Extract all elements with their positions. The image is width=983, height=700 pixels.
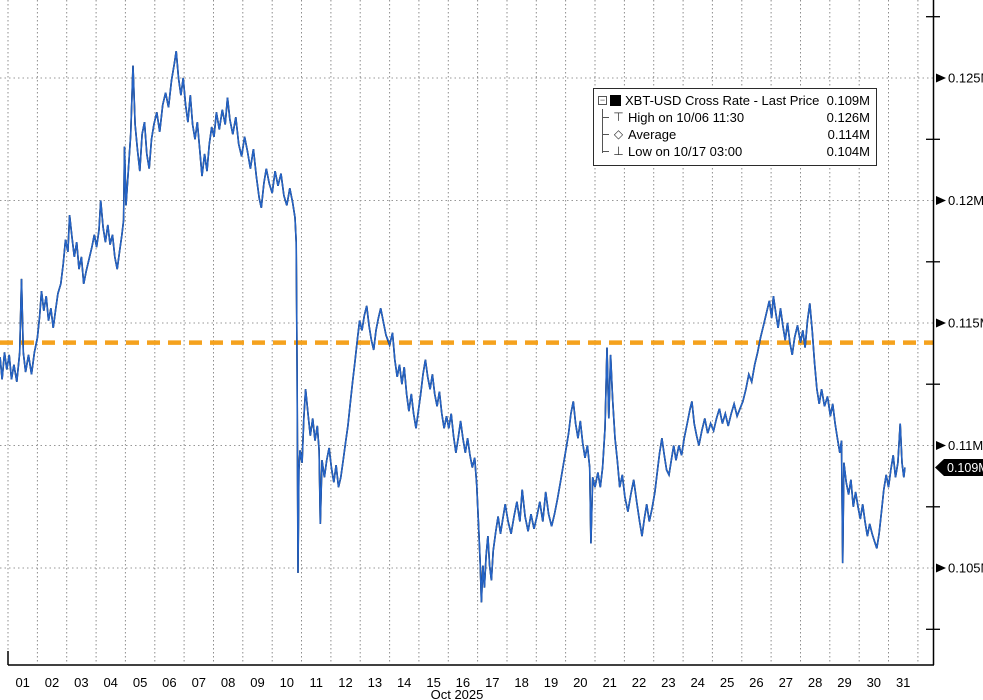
x-day-label: 08 xyxy=(221,675,235,690)
legend-row-low: ⊥ Low on 10/17 03:00 0.104M xyxy=(598,143,870,160)
vertical-gridlines xyxy=(7,0,919,663)
month-label: Oct 2025 xyxy=(431,687,484,700)
legend-branch xyxy=(603,134,609,135)
x-day-label: 13 xyxy=(368,675,382,690)
y-tick-arrow-icon xyxy=(936,441,946,450)
y-axis-ticks xyxy=(926,16,940,630)
x-day-label: 17 xyxy=(485,675,499,690)
x-day-label: 30 xyxy=(867,675,881,690)
average-marker-icon: ◇ xyxy=(613,127,624,141)
x-axis-labels: 01 02 03 04 05 06 07 08 09 10 11 12 13 14 15 16 17 18 19 20… xyxy=(15,675,910,690)
x-day-label: 21 xyxy=(602,675,616,690)
high-marker-icon: ⊤ xyxy=(613,110,624,124)
legend-tree-line xyxy=(602,109,603,153)
y-tick-label: 0.105M xyxy=(948,561,983,576)
x-day-label: 25 xyxy=(720,675,734,690)
y-tick-label: 0.12M xyxy=(948,193,983,208)
x-day-label: 04 xyxy=(103,675,117,690)
x-day-label: 05 xyxy=(133,675,147,690)
x-day-label: 28 xyxy=(808,675,822,690)
x-day-label: 10 xyxy=(280,675,294,690)
legend-branch xyxy=(603,151,609,152)
x-day-label: 09 xyxy=(250,675,264,690)
legend-high-value: 0.126M xyxy=(826,110,870,125)
x-day-label: 01 xyxy=(15,675,29,690)
y-axis-labels: 0.125M 0.12M 0.115M 0.11M 0.105M xyxy=(936,71,983,576)
x-day-label: 16 xyxy=(456,675,470,690)
x-day-label: 20 xyxy=(573,675,587,690)
series-swatch-icon xyxy=(610,95,621,106)
x-day-label: 02 xyxy=(45,675,59,690)
legend-branch xyxy=(603,117,609,118)
x-day-label: 29 xyxy=(837,675,851,690)
y-tick-label: 0.125M xyxy=(948,71,983,86)
x-day-label: 31 xyxy=(896,675,910,690)
legend-series-value: 0.109M xyxy=(826,93,870,108)
x-day-label: 23 xyxy=(661,675,675,690)
last-price-badge: 0.109M xyxy=(935,459,983,476)
x-day-label: 11 xyxy=(309,675,323,690)
y-tick-arrow-icon xyxy=(936,563,946,573)
chart-legend: − XBT-USD Cross Rate - Last Price 0.109M… xyxy=(593,88,877,166)
x-day-label: 07 xyxy=(192,675,206,690)
legend-low-label: Low on 10/17 03:00 xyxy=(628,144,743,159)
legend-series-label: XBT-USD Cross Rate - Last Price xyxy=(625,93,820,108)
x-day-label: 18 xyxy=(514,675,528,690)
x-day-label: 12 xyxy=(338,675,352,690)
legend-average-value: 0.114M xyxy=(827,127,870,142)
x-day-label: 14 xyxy=(397,675,411,690)
expander-icon[interactable]: − xyxy=(598,95,607,105)
y-tick-arrow-icon xyxy=(936,196,946,205)
x-day-label: 15 xyxy=(426,675,440,690)
y-tick-label: 0.11M xyxy=(948,438,983,453)
legend-low-value: 0.104M xyxy=(826,144,870,159)
legend-row-high: ⊤ High on 10/06 11:30 0.126M xyxy=(598,109,870,126)
last-price-badge-text: 0.109M xyxy=(947,461,983,475)
x-day-label: 22 xyxy=(632,675,646,690)
x-day-label: 24 xyxy=(690,675,704,690)
y-tick-label: 0.115M xyxy=(948,316,983,331)
legend-row-series[interactable]: − XBT-USD Cross Rate - Last Price 0.109M xyxy=(598,92,870,109)
x-day-label: 27 xyxy=(779,675,793,690)
price-line xyxy=(0,50,906,603)
x-day-label: 19 xyxy=(544,675,558,690)
legend-high-label: High on 10/06 11:30 xyxy=(628,110,745,125)
legend-average-label: Average xyxy=(628,127,677,142)
low-marker-icon: ⊥ xyxy=(613,144,624,158)
x-day-label: 06 xyxy=(162,675,176,690)
x-day-label: 03 xyxy=(74,675,88,690)
legend-row-average: ◇ Average 0.114M xyxy=(598,126,870,143)
x-day-label: 26 xyxy=(749,675,763,690)
y-tick-arrow-icon xyxy=(936,318,946,328)
y-tick-arrow-icon xyxy=(936,73,946,83)
last-price-badge-shape xyxy=(935,459,983,476)
